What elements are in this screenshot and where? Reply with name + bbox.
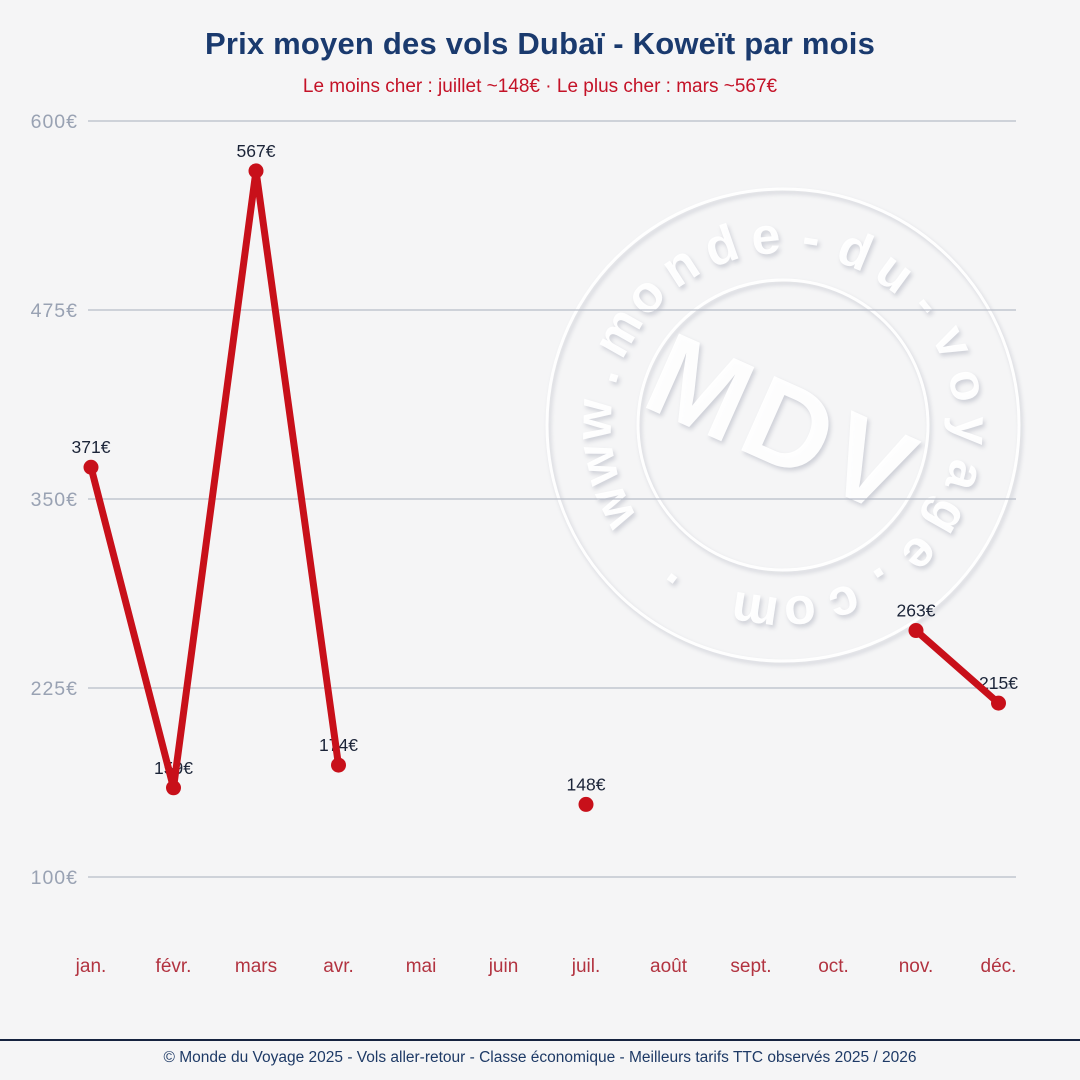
x-tick-label: sept. [730, 956, 771, 977]
x-tick-label: mai [406, 956, 437, 977]
watermark-ring-char: . [571, 360, 631, 389]
chart-title: Prix moyen des vols Dubaï - Koweït par m… [204, 26, 876, 61]
data-point-labels: 371€159€567€174€148€263€215€ [72, 141, 1019, 795]
watermark-ring-char: e [749, 207, 783, 267]
watermark-ring-char: v [920, 316, 985, 367]
x-axis-labels: jan. févr. mars avr. mai juin juil. août sept. oc… [75, 956, 1017, 977]
watermark-ring-char: m [727, 580, 781, 644]
watermark-ring-char: d [697, 214, 746, 279]
watermark-ring-char: o [936, 364, 999, 407]
x-tick-label: oct. [818, 956, 849, 977]
data-point-label: 148€ [567, 774, 606, 794]
watermark-outer-ring [545, 187, 1021, 663]
y-tick-label: 475€ [31, 300, 78, 322]
footer-divider [0, 1039, 1080, 1041]
y-axis-labels: 600€ 475€ 350€ 225€ 100€ [31, 111, 78, 889]
watermark-ring-char: c [822, 571, 868, 635]
data-point-label: 263€ [897, 601, 936, 621]
data-point [248, 163, 264, 179]
data-point [578, 796, 594, 812]
data-point [331, 757, 346, 773]
x-tick-label: févr. [156, 956, 192, 977]
data-point [991, 695, 1006, 711]
footer-text: © Monde du Voyage 2025 - Vols aller-reto… [163, 1049, 917, 1066]
data-point-label: 371€ [72, 437, 111, 457]
x-tick-label: jan. [75, 956, 107, 977]
watermark-ring-char: · [647, 549, 695, 606]
watermark-center-text: MDV [628, 308, 938, 543]
data-point [83, 459, 99, 475]
data-series [83, 163, 1006, 812]
x-tick-label: avr. [323, 956, 354, 977]
line-segment [912, 627, 1002, 707]
data-point [908, 623, 924, 639]
y-tick-label: 100€ [31, 867, 78, 889]
watermark-ring-char: y [943, 415, 1002, 446]
watermark-ring-char: w [564, 398, 623, 442]
watermark-ring-char: - [900, 279, 956, 329]
gridlines [88, 120, 1016, 878]
x-tick-label: mars [235, 956, 277, 977]
x-tick-label: juin [488, 956, 519, 977]
watermark-ring-char: e [890, 524, 952, 585]
watermark-inner-ring [636, 278, 930, 572]
watermark-ring-char: u [865, 240, 925, 306]
line-segment [87, 167, 342, 792]
chart-subtitle: Le moins cher : juillet ~148€ · Le plus … [302, 76, 778, 97]
data-point-label: 567€ [237, 141, 276, 161]
watermark-ring-char: - [798, 208, 824, 268]
y-tick-label: 350€ [31, 489, 78, 511]
x-tick-label: déc. [981, 956, 1017, 977]
watermark-ring-char: a [933, 454, 997, 498]
y-tick-label: 225€ [31, 678, 78, 700]
watermark-ring-char: o [782, 583, 819, 644]
data-point-label: 215€ [979, 673, 1018, 693]
watermark-ring-char: d [829, 217, 881, 283]
x-tick-label: nov. [899, 956, 934, 977]
y-tick-label: 600€ [31, 111, 78, 133]
x-tick-label: juil. [571, 956, 601, 977]
x-tick-label: août [650, 956, 688, 977]
data-point [166, 780, 181, 796]
